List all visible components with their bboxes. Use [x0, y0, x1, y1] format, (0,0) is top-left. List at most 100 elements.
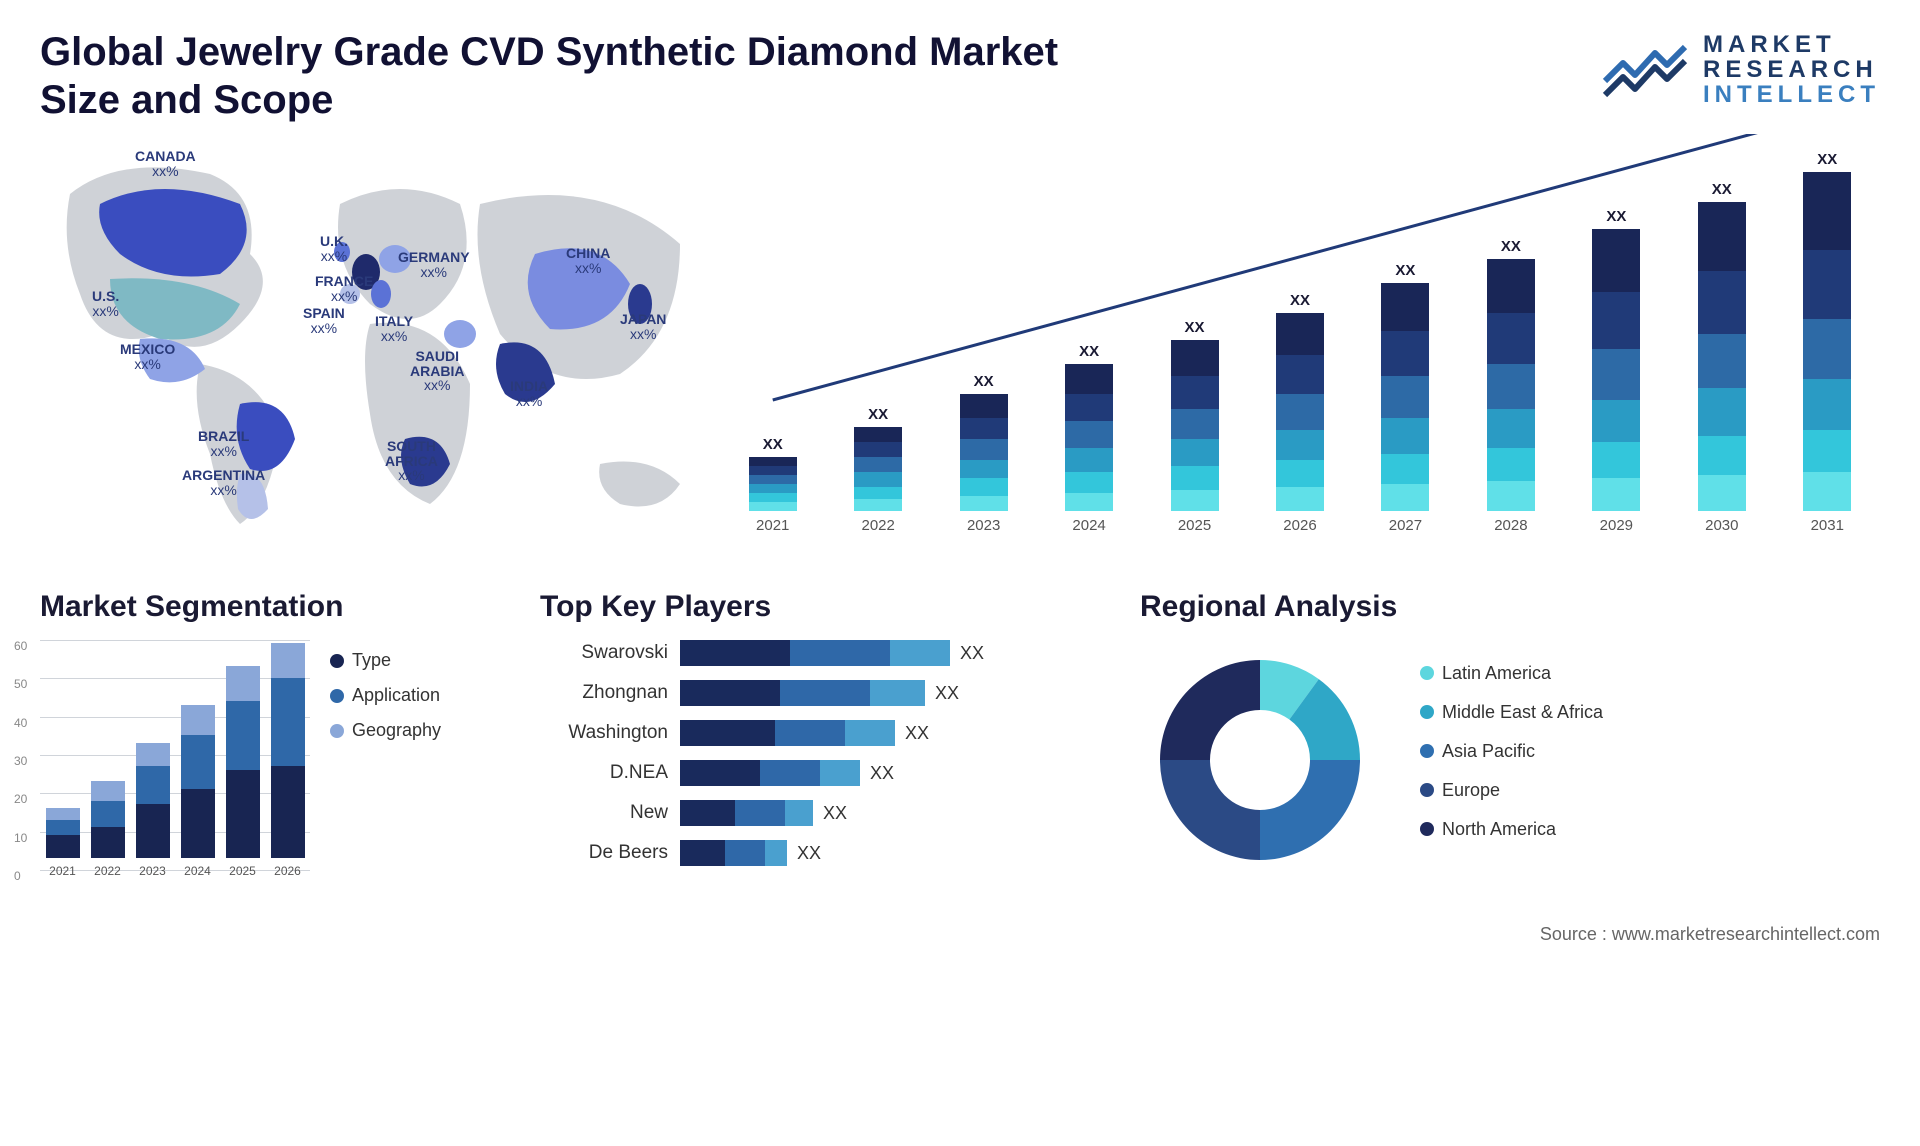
bar-segment [1276, 430, 1324, 460]
legend-dot-icon [330, 724, 344, 738]
key-player-row: ZhongnanXX [540, 680, 1100, 706]
donut-slice [1160, 660, 1260, 760]
bar-segment [749, 502, 797, 511]
bar-segment [845, 720, 895, 746]
bar-segment [1171, 490, 1219, 511]
bar-top-label: XX [1501, 238, 1521, 255]
legend-label: Application [352, 685, 440, 706]
map-callout: U.K.xx% [320, 234, 348, 263]
bar-segment [1381, 331, 1429, 376]
key-player-value: XX [797, 843, 821, 864]
legend-label: Europe [1442, 780, 1500, 801]
bar-segment [1698, 202, 1746, 271]
legend-label: Geography [352, 720, 441, 741]
seg-bar: 2026 [271, 643, 305, 878]
bar-segment [854, 457, 902, 472]
key-player-bar [680, 840, 787, 866]
bar-segment [790, 640, 890, 666]
seg-bar: 2021 [46, 808, 80, 878]
bar-segment [749, 493, 797, 502]
bar-segment [1065, 493, 1113, 511]
bar-segment [680, 760, 760, 786]
bar-year-label: 2028 [1494, 517, 1527, 534]
seg-bar: 2022 [91, 781, 125, 878]
bar-segment [91, 781, 125, 800]
bar-segment [226, 770, 260, 858]
legend-dot-icon [1420, 666, 1434, 680]
bar-segment [226, 666, 260, 701]
bar-year-label: 2023 [967, 517, 1000, 534]
key-player-bar [680, 760, 860, 786]
world-map: CANADAxx%U.S.xx%MEXICOxx%BRAZILxx%ARGENT… [40, 134, 700, 564]
bar-top-label: XX [1606, 208, 1626, 225]
key-player-row: New XX [540, 800, 1100, 826]
bar-segment [1381, 376, 1429, 418]
logo-word-3: INTELLECT [1703, 82, 1880, 107]
bar-year-label: 2022 [94, 864, 121, 878]
key-player-label: New [540, 802, 680, 824]
bar-segment [1592, 292, 1640, 349]
key-player-value: XX [823, 803, 847, 824]
legend-item: Latin America [1420, 663, 1603, 684]
bar-year-label: 2029 [1600, 517, 1633, 534]
y-tick: 40 [14, 716, 27, 730]
forecast-bar: XX2025 [1171, 319, 1219, 534]
bar-top-label: XX [1712, 181, 1732, 198]
bar-top-label: XX [868, 406, 888, 423]
legend-label: Middle East & Africa [1442, 702, 1603, 723]
bar-year-label: 2022 [861, 517, 894, 534]
regional-title: Regional Analysis [1140, 590, 1880, 624]
map-callout: MEXICOxx% [120, 342, 175, 371]
bar-year-label: 2024 [1072, 517, 1105, 534]
bar-segment [1592, 229, 1640, 292]
bar-segment [181, 705, 215, 736]
bar-segment [680, 800, 735, 826]
bar-top-label: XX [1079, 343, 1099, 360]
bar-segment [271, 766, 305, 858]
bar-segment [181, 789, 215, 858]
key-player-value: XX [905, 723, 929, 744]
legend-item: Middle East & Africa [1420, 702, 1603, 723]
donut-slice [1160, 760, 1260, 860]
bar-segment [960, 439, 1008, 460]
legend-dot-icon [1420, 705, 1434, 719]
bar-segment [1592, 400, 1640, 442]
bar-segment [1487, 259, 1535, 313]
key-player-bar [680, 720, 895, 746]
map-callout: GERMANYxx% [398, 250, 470, 279]
map-callout: U.S.xx% [92, 289, 119, 318]
bar-segment [1276, 460, 1324, 487]
segmentation-panel: Market Segmentation 01020304050602021202… [40, 590, 500, 900]
logo-word-2: RESEARCH [1703, 57, 1880, 82]
bar-year-label: 2025 [229, 864, 256, 878]
bar-segment [960, 460, 1008, 478]
forecast-bar: XX 2022 [854, 406, 902, 534]
legend-dot-icon [330, 654, 344, 668]
segmentation-chart: 0102030405060202120222023202420252026 [40, 640, 310, 900]
bar-segment [46, 808, 80, 820]
key-player-label: Zhongnan [540, 682, 680, 704]
key-player-row: WashingtonXX [540, 720, 1100, 746]
regional-panel: Regional Analysis Latin America Middle Ea… [1140, 590, 1880, 900]
map-callout: CANADAxx% [135, 149, 196, 178]
bar-segment [1487, 409, 1535, 448]
bar-segment [854, 472, 902, 487]
y-tick: 30 [14, 754, 27, 768]
map-callout: FRANCExx% [315, 274, 373, 303]
map-callout: SAUDIARABIAxx% [410, 349, 464, 393]
bar-year-label: 2027 [1389, 517, 1422, 534]
key-player-label: Swarovski [540, 642, 680, 664]
bar-year-label: 2026 [1283, 517, 1316, 534]
key-player-row: SwarovskiXX [540, 640, 1100, 666]
map-callout: JAPANxx% [620, 312, 666, 341]
bar-segment [765, 840, 787, 866]
legend-item: Application [330, 685, 441, 706]
bar-segment [960, 496, 1008, 511]
key-player-label: D.NEA [540, 762, 680, 784]
bar-segment [960, 478, 1008, 496]
logo-icon [1601, 41, 1689, 99]
bar-segment [271, 643, 305, 678]
legend-label: Type [352, 650, 391, 671]
key-player-row: D.NEAXX [540, 760, 1100, 786]
bar-segment [1698, 475, 1746, 511]
